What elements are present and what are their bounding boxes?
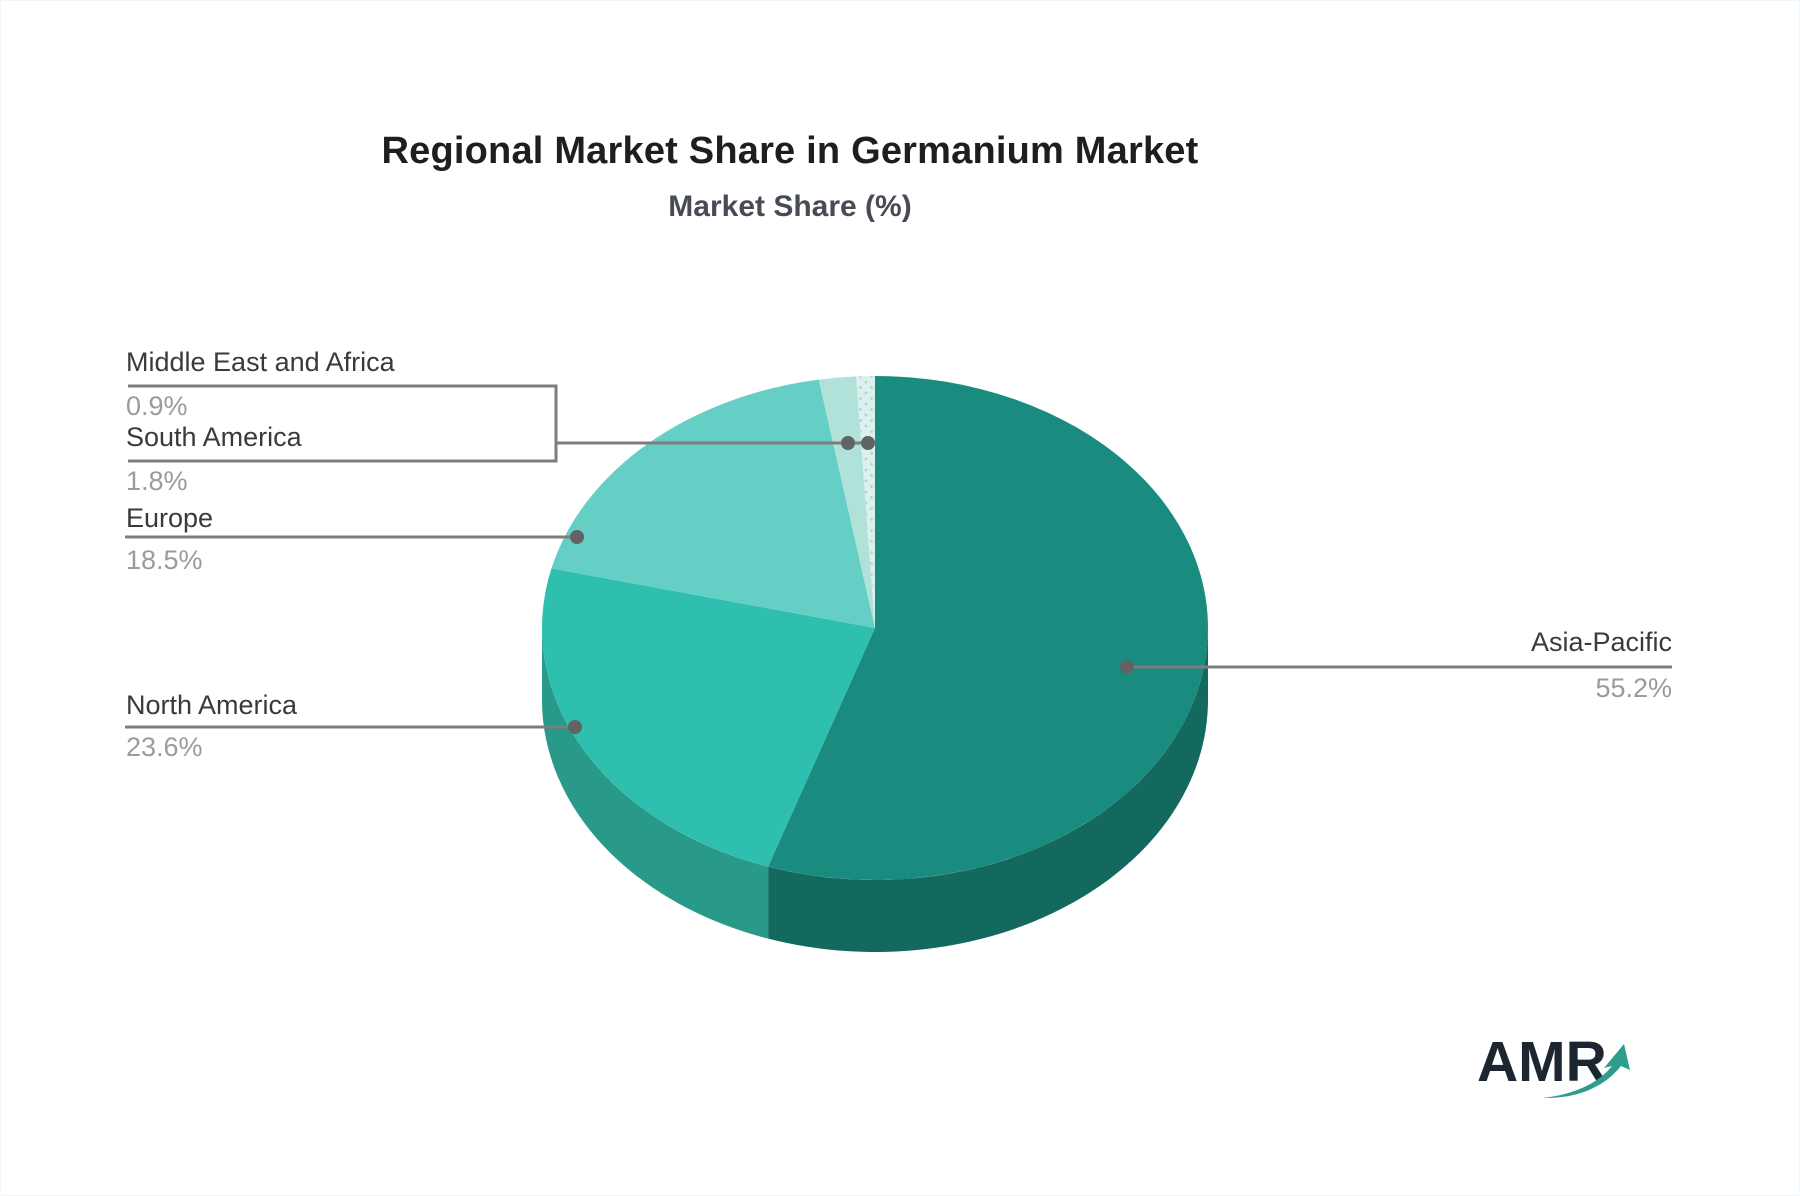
chart-title: Regional Market Share in Germanium Marke… <box>381 130 1199 172</box>
amr-logo-text: AMR <box>1477 1030 1607 1094</box>
leader-dot-middle-east-and-africa <box>861 436 875 450</box>
value-asia-pacific: 55.2% <box>1595 673 1672 703</box>
pie-side-asia-pacific <box>768 628 1208 952</box>
pie-slice-south-america[interactable] <box>818 376 875 628</box>
label-middle-east-and-africa: Middle East and Africa <box>126 347 395 377</box>
value-middle-east-and-africa: 0.9% <box>126 391 188 421</box>
value-south-america: 1.8% <box>126 466 188 496</box>
callout-bracket-box <box>128 384 868 463</box>
callout-dots <box>568 436 1134 734</box>
callout-lines <box>125 384 1672 729</box>
label-south-america: South America <box>126 422 302 452</box>
pie-slice-north-america[interactable] <box>542 568 875 867</box>
leader-dot-north-america <box>568 720 582 734</box>
pie-side-north-america <box>542 628 769 939</box>
chart-subtitle: Market Share (%) <box>668 190 912 223</box>
leader-dot-south-america <box>841 436 855 450</box>
label-asia-pacific: Asia-Pacific <box>1530 627 1672 657</box>
pie <box>542 376 1208 952</box>
label-europe: Europe <box>126 503 214 533</box>
leader-dot-asia-pacific <box>1120 660 1134 674</box>
value-europe: 18.5% <box>126 545 203 575</box>
pie-slice-asia-pacific[interactable] <box>768 376 1208 880</box>
label-north-america: North America <box>126 690 298 720</box>
arrow-swoosh <box>1542 1044 1630 1099</box>
value-north-america: 23.6% <box>126 732 203 762</box>
amr-logo-arrow-icon <box>1542 1044 1630 1099</box>
leader-dot-europe <box>570 530 584 544</box>
